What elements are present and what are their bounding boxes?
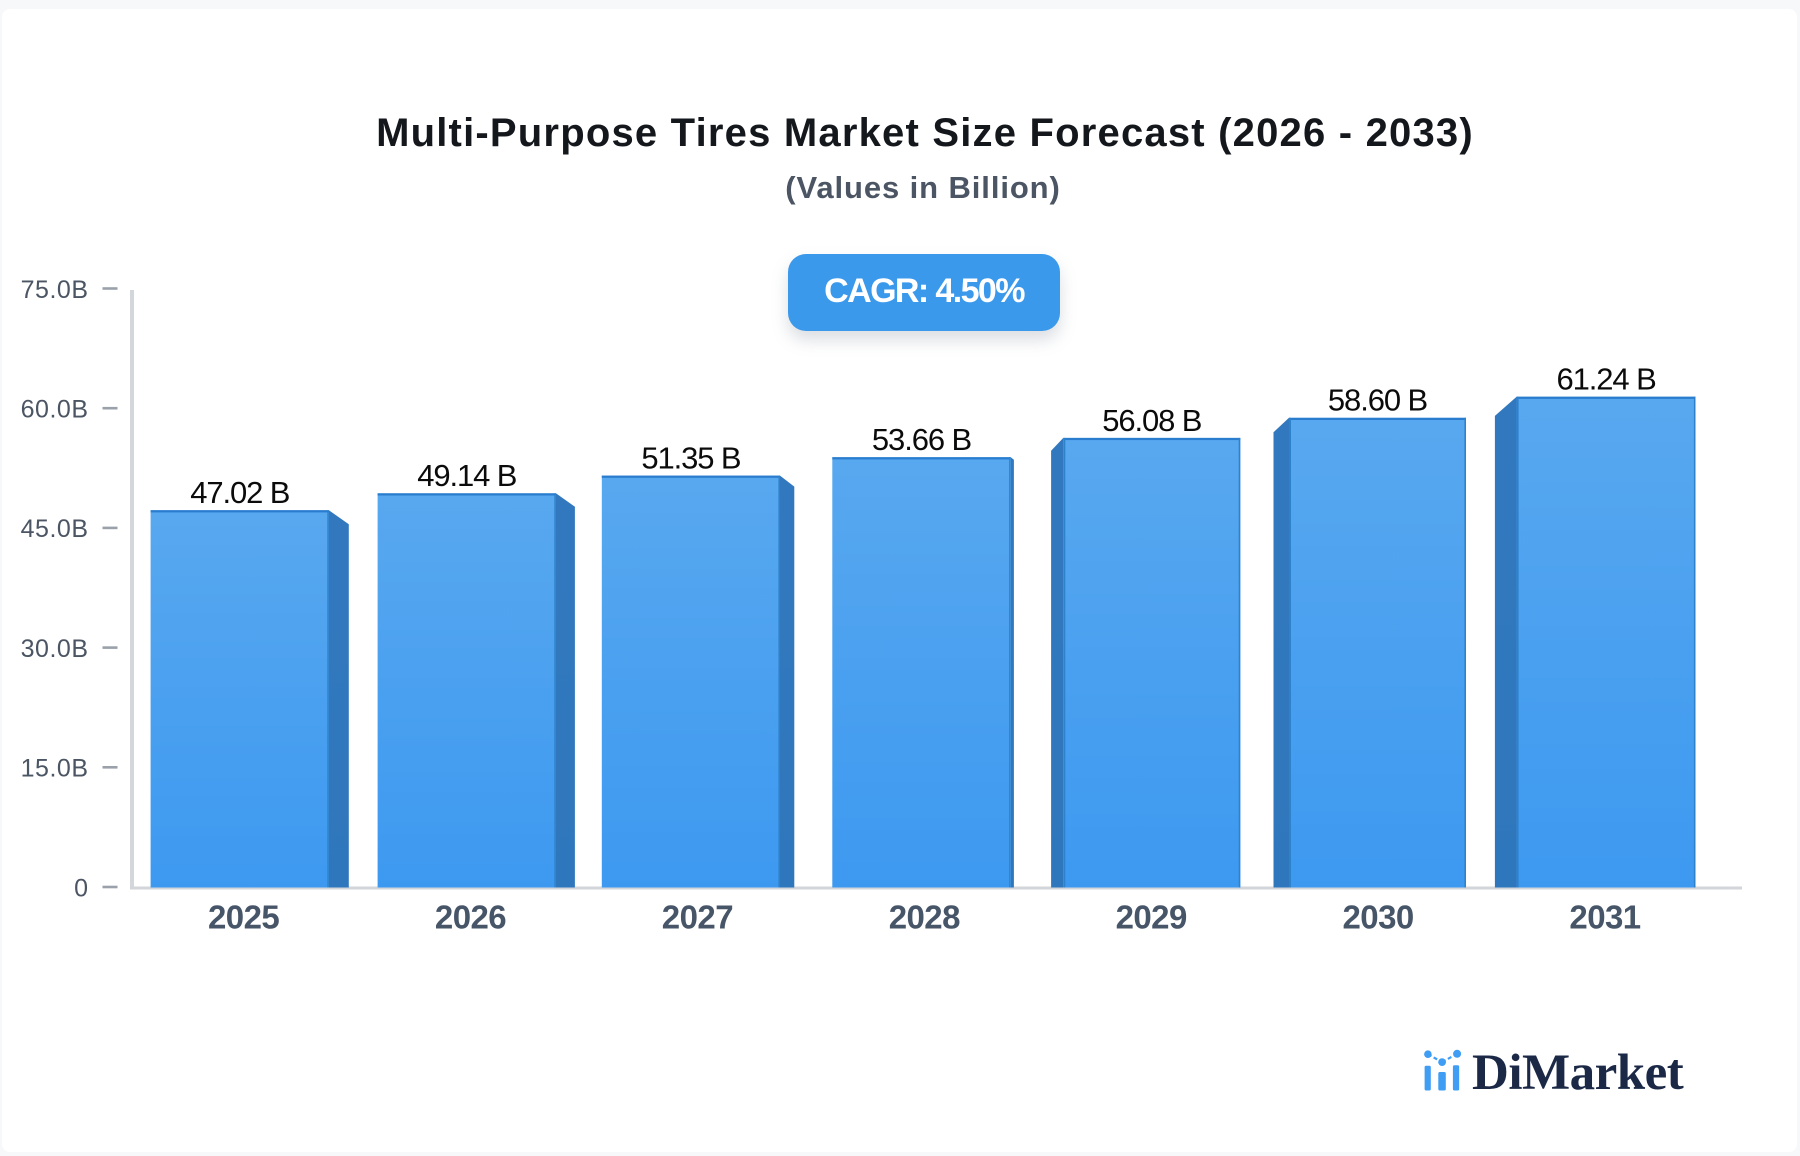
- svg-text:30.0B: 30.0B: [21, 635, 89, 663]
- svg-text:2030: 2030: [1342, 899, 1413, 936]
- svg-text:2028: 2028: [889, 899, 960, 936]
- svg-text:Multi-Purpose Tires Market Siz: Multi-Purpose Tires Market Size Forecast…: [376, 111, 1474, 155]
- svg-text:2029: 2029: [1116, 899, 1187, 936]
- svg-text:49.14 B: 49.14 B: [417, 458, 517, 493]
- svg-text:0: 0: [74, 874, 88, 902]
- svg-text:15.0B: 15.0B: [21, 755, 89, 783]
- svg-text:75.0B: 75.0B: [21, 276, 89, 304]
- svg-text:56.08 B: 56.08 B: [1102, 403, 1202, 438]
- svg-text:58.60 B: 58.60 B: [1328, 383, 1428, 418]
- svg-text:(Values in Billion): (Values in Billion): [785, 170, 1060, 205]
- svg-text:2027: 2027: [662, 899, 733, 936]
- svg-text:61.24 B: 61.24 B: [1557, 362, 1657, 397]
- svg-text:47.02 B: 47.02 B: [190, 475, 290, 510]
- svg-text:51.35 B: 51.35 B: [641, 441, 741, 476]
- svg-text:53.66 B: 53.66 B: [872, 422, 972, 457]
- svg-text:45.0B: 45.0B: [21, 515, 89, 543]
- svg-text:60.0B: 60.0B: [21, 396, 89, 424]
- svg-text:CAGR: 4.50%: CAGR: 4.50%: [824, 272, 1025, 310]
- svg-text:DiMarket: DiMarket: [1472, 1045, 1684, 1101]
- svg-text:2026: 2026: [435, 899, 506, 936]
- svg-text:2031: 2031: [1569, 899, 1640, 936]
- svg-text:2025: 2025: [208, 899, 279, 936]
